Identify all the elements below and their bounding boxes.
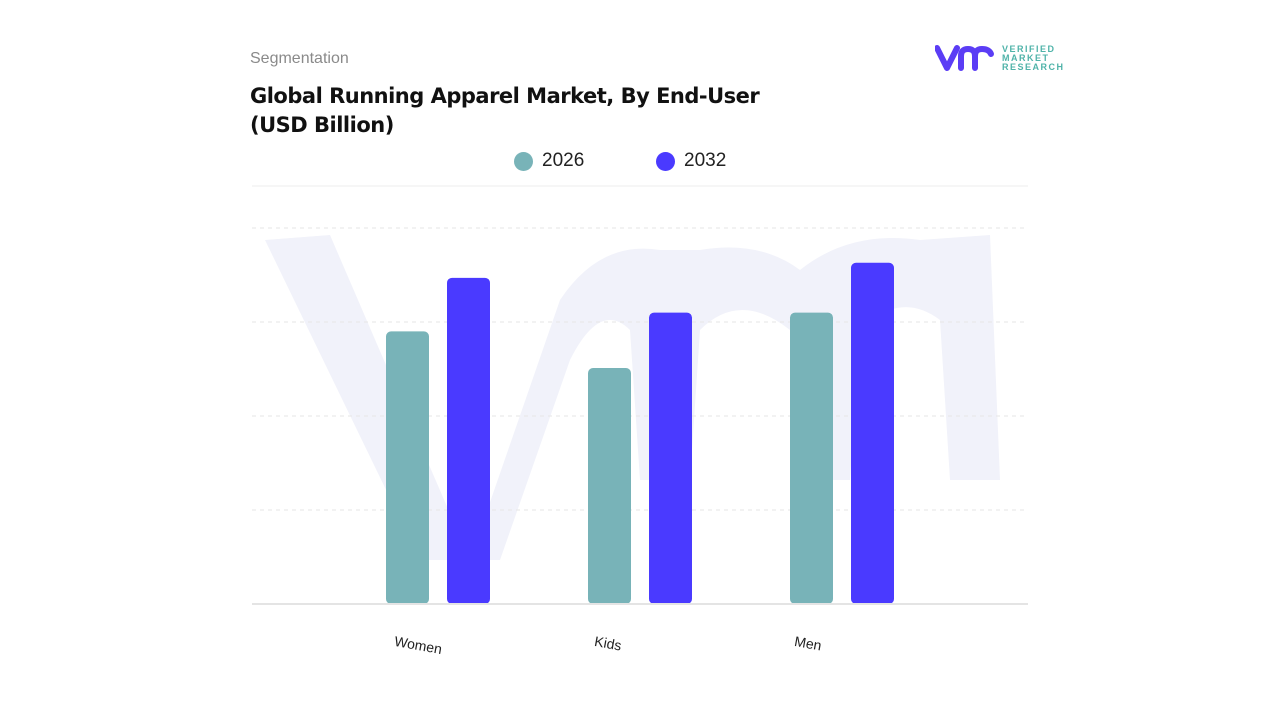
bar-women-2026 — [386, 331, 429, 604]
logo-text-verified: VERIFIED — [1002, 43, 1056, 54]
bar-kids-2032 — [649, 312, 692, 604]
title-line-1: Global Running Apparel Market, By End-Us… — [250, 84, 760, 108]
legend-label-2026: 2026 — [542, 150, 585, 171]
vmr-logo-mark-icon — [935, 45, 994, 71]
logo-text-research: RESEARCH — [1002, 61, 1065, 72]
segmentation-label: Segmentation — [250, 50, 349, 67]
logo-text-market: MARKET — [1002, 52, 1050, 63]
legend-label-2032: 2032 — [684, 150, 727, 171]
legend-item-2032: 2032 — [656, 150, 726, 172]
legend-swatch-2032 — [656, 151, 675, 171]
legend-item-2026: 2026 — [514, 150, 584, 172]
bar-kids-2026 — [588, 368, 631, 604]
bar-women-2032 — [447, 277, 490, 604]
bar-men-2026 — [790, 312, 833, 604]
bar-men-2032 — [851, 262, 894, 604]
title-line-2: (USD Billion) — [250, 113, 394, 137]
legend-swatch-2026 — [514, 151, 533, 171]
vmr-logo: VERIFIED MARKET RESEARCH — [935, 44, 1065, 72]
chart-title: Global Running Apparel Market, By End-Us… — [250, 82, 760, 140]
